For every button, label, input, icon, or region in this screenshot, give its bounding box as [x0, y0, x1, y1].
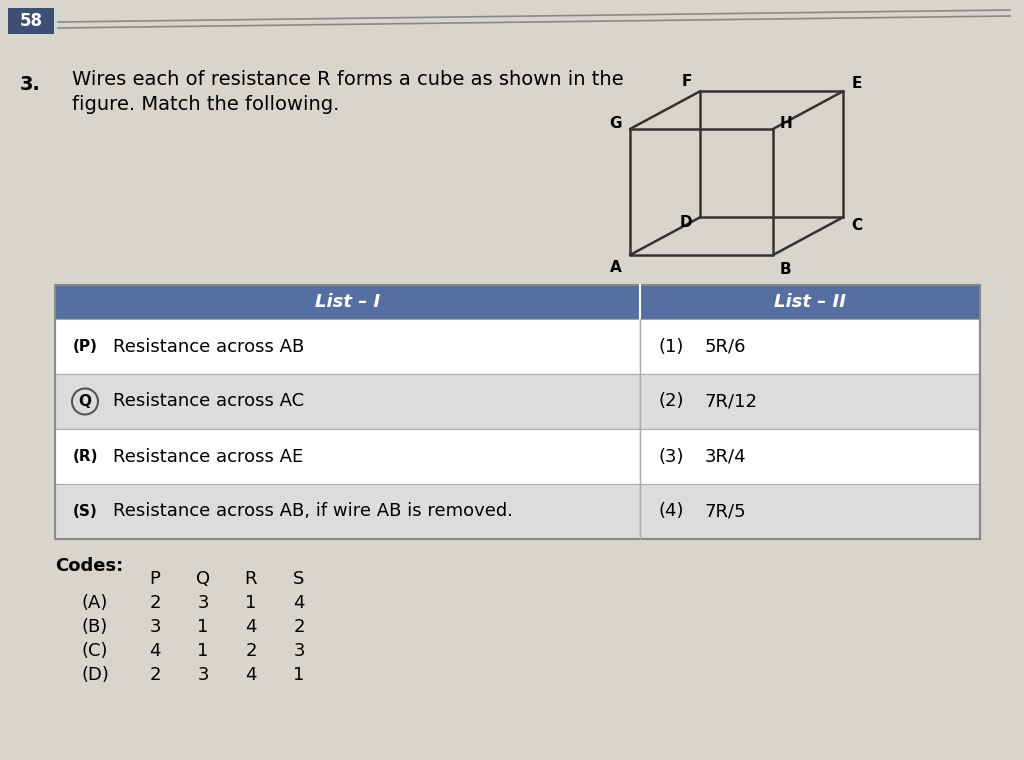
Bar [55, 319, 640, 374]
Text: G: G [609, 116, 623, 131]
Bar [55, 429, 640, 484]
Text: 1: 1 [293, 666, 305, 684]
Text: List – I: List – I [314, 293, 380, 311]
Text: figure. Match the following.: figure. Match the following. [72, 95, 339, 114]
Text: (S): (S) [73, 504, 97, 519]
Text: Resistance across AE: Resistance across AE [113, 448, 303, 465]
Text: (2): (2) [658, 392, 683, 410]
Text: S: S [293, 570, 305, 588]
Text: 2: 2 [293, 618, 305, 636]
Text: 2: 2 [246, 642, 257, 660]
Text: 3: 3 [198, 666, 209, 684]
Text: (3): (3) [658, 448, 683, 465]
Text: 4: 4 [293, 594, 305, 612]
Text: (B): (B) [82, 618, 109, 636]
Text: 4: 4 [150, 642, 161, 660]
Bar [55, 285, 640, 319]
Bar [640, 429, 980, 484]
Text: 2: 2 [150, 666, 161, 684]
Text: H: H [779, 116, 793, 131]
Text: (1): (1) [658, 337, 683, 356]
Text: D: D [680, 215, 692, 230]
Text: 4: 4 [246, 666, 257, 684]
Text: 3.: 3. [20, 75, 41, 94]
Text: R: R [245, 570, 257, 588]
Bar [55, 285, 980, 539]
Bar [640, 319, 980, 374]
Text: 5R/6: 5R/6 [705, 337, 746, 356]
Text: B: B [779, 261, 791, 277]
Bar [8, 8, 54, 34]
Text: List – II: List – II [774, 293, 846, 311]
Text: C: C [852, 217, 863, 233]
Text: Wires each of resistance R forms a cube as shown in the: Wires each of resistance R forms a cube … [72, 70, 624, 89]
Text: 4: 4 [246, 618, 257, 636]
Text: 1: 1 [198, 618, 209, 636]
Text: 3: 3 [150, 618, 161, 636]
Text: 3: 3 [198, 594, 209, 612]
Text: Resistance across AB, if wire AB is removed.: Resistance across AB, if wire AB is remo… [113, 502, 513, 521]
Text: 7R/12: 7R/12 [705, 392, 758, 410]
Text: (P): (P) [73, 339, 97, 354]
Bar [55, 484, 640, 539]
Text: 3: 3 [293, 642, 305, 660]
Text: F: F [682, 74, 692, 89]
Bar [640, 285, 980, 319]
Bar [55, 374, 640, 429]
Text: Resistance across AC: Resistance across AC [113, 392, 304, 410]
Text: P: P [150, 570, 161, 588]
Text: 7R/5: 7R/5 [705, 502, 746, 521]
Text: 2: 2 [150, 594, 161, 612]
Text: Q: Q [79, 394, 91, 409]
Text: Q: Q [196, 570, 210, 588]
Text: (C): (C) [82, 642, 109, 660]
Bar [640, 374, 980, 429]
Text: (A): (A) [82, 594, 109, 612]
Text: 1: 1 [246, 594, 257, 612]
Text: 3R/4: 3R/4 [705, 448, 746, 465]
Text: 58: 58 [19, 12, 43, 30]
Text: Resistance across AB: Resistance across AB [113, 337, 304, 356]
Text: (D): (D) [81, 666, 109, 684]
Text: E: E [852, 76, 862, 90]
Text: Codes:: Codes: [55, 557, 123, 575]
Text: (R): (R) [73, 449, 97, 464]
Text: 1: 1 [198, 642, 209, 660]
Bar [640, 484, 980, 539]
Text: (4): (4) [658, 502, 683, 521]
Text: A: A [610, 259, 622, 274]
